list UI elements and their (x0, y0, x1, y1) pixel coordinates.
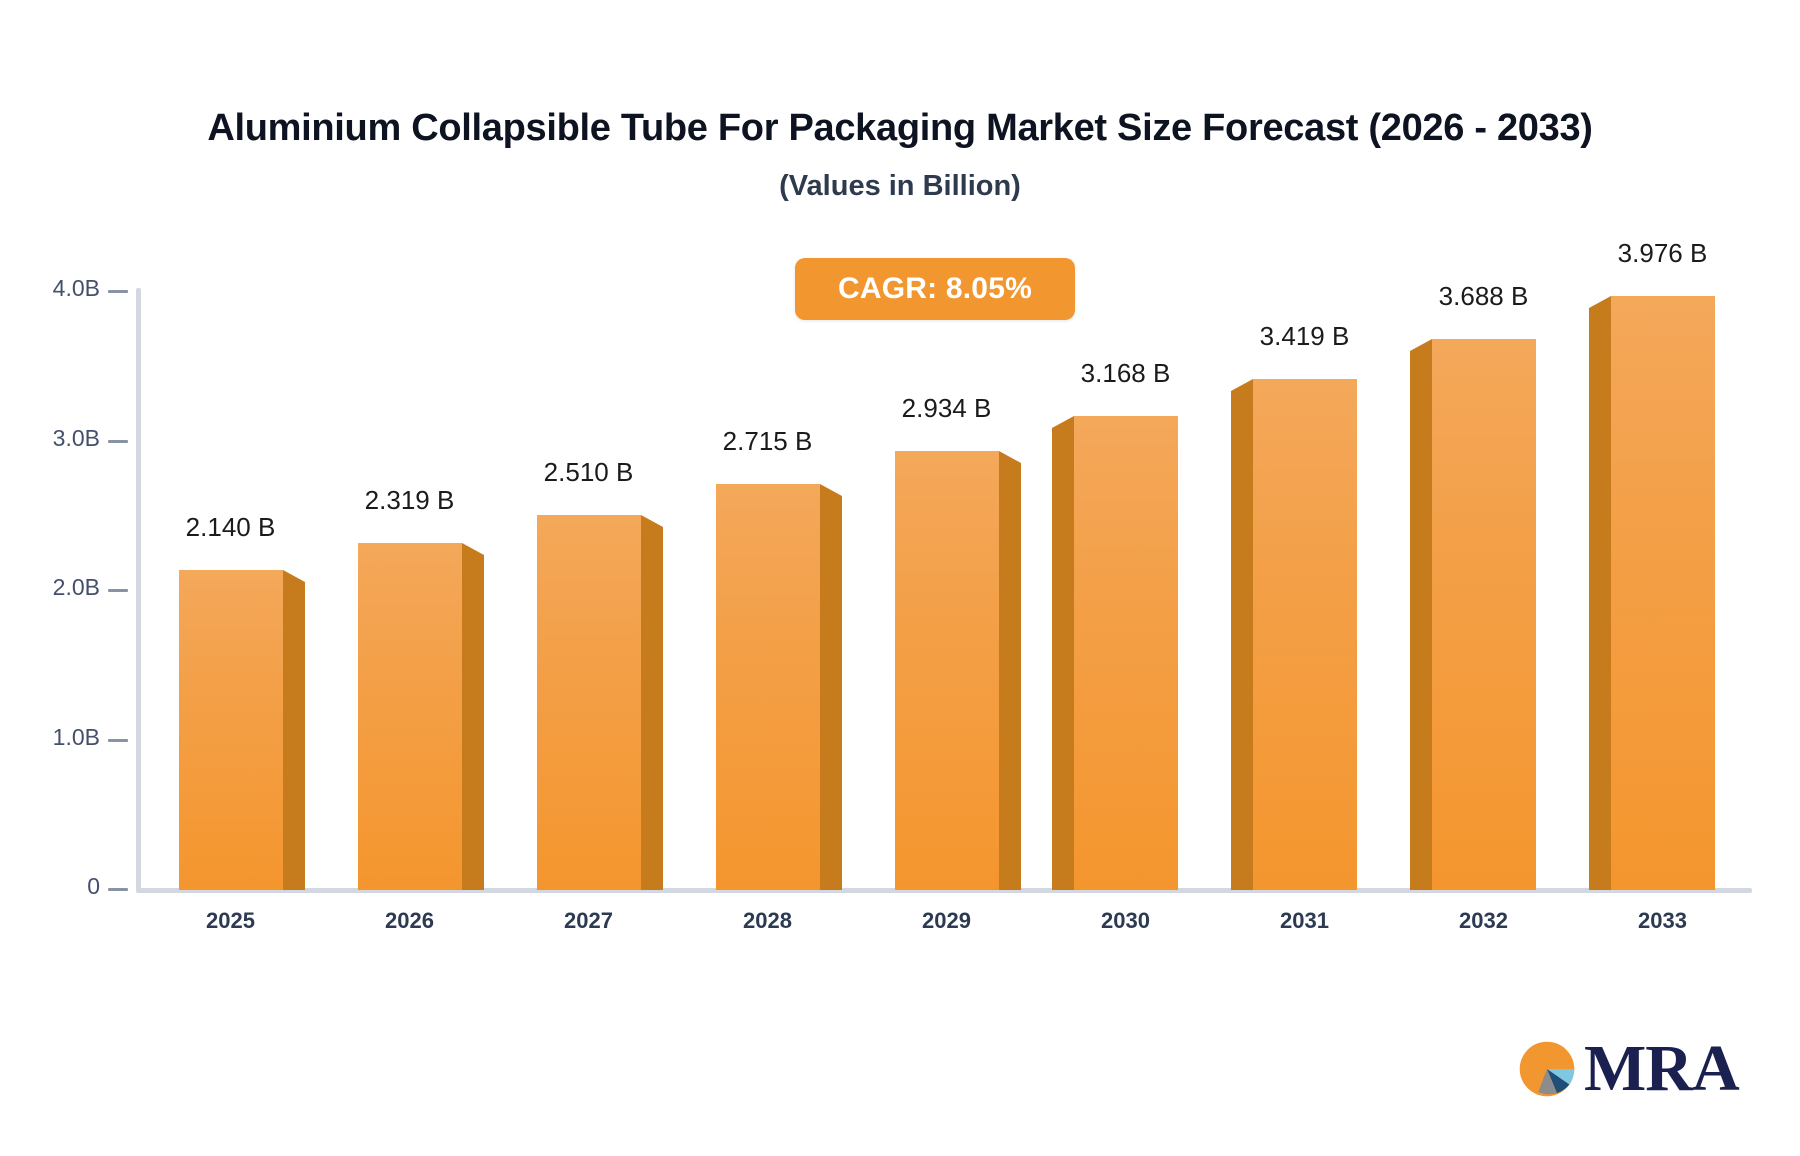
y-axis-line (136, 288, 141, 892)
bar-top-bevel (640, 514, 663, 527)
x-axis-label: 2025 (206, 908, 255, 933)
bar-side-face (1588, 307, 1611, 890)
bar[interactable] (1431, 338, 1536, 890)
bar-value-label: 3.168 B (1080, 358, 1171, 389)
bar[interactable] (178, 570, 283, 890)
bar[interactable] (1252, 378, 1357, 890)
y-axis-tick-label: 4.0B (52, 275, 100, 301)
bar-top-bevel (819, 484, 842, 497)
x-axis-label: 2029 (922, 908, 971, 933)
bar-top-bevel (1051, 416, 1074, 429)
bar-value-label: 3.419 B (1259, 320, 1350, 351)
bar-top-bevel (1230, 378, 1253, 391)
bar-side-face (819, 496, 842, 890)
bar-value-label: 2.140 B (185, 512, 276, 543)
x-axis-label: 2031 (1280, 908, 1329, 933)
bar-top-bevel (282, 570, 305, 583)
y-axis-tick-label: 0 (87, 873, 100, 899)
bar-value-label: 3.976 B (1617, 237, 1708, 268)
y-axis-tick-mark (108, 439, 128, 443)
bar-side-face (1230, 390, 1253, 890)
bar-side-face (282, 582, 305, 890)
bar-top-bevel (461, 543, 484, 556)
bar[interactable] (1073, 416, 1178, 890)
bar-series: 2.140 B 2.319 B 2.510 B 2.715 B 2.934 B 3.168… (141, 0, 1752, 1156)
y-axis-tick-mark (108, 589, 128, 592)
bar[interactable] (1610, 295, 1715, 890)
x-axis-label: 2030 (1101, 908, 1150, 933)
bar[interactable] (357, 543, 462, 890)
bar-value-label: 2.510 B (543, 456, 634, 487)
bar-top-bevel (1588, 295, 1611, 308)
bar-side-face (1409, 350, 1432, 890)
logo-text: MRA (1584, 1032, 1740, 1105)
bar-value-label: 3.688 B (1438, 280, 1529, 311)
x-axis-label: 2026 (385, 908, 434, 933)
bar-side-face (461, 555, 484, 890)
x-axis-label: 2033 (1638, 908, 1687, 933)
x-axis-label: 2027 (564, 908, 613, 933)
x-axis-line (136, 888, 1752, 893)
bar-value-label: 2.934 B (901, 393, 992, 424)
bar-value-label: 2.715 B (722, 426, 813, 457)
bar-side-face (640, 526, 663, 890)
bar-value-label: 2.319 B (364, 485, 455, 516)
y-axis-tick-label: 1.0B (52, 723, 100, 750)
bar-top-bevel (1409, 338, 1432, 351)
bar-side-face (1051, 428, 1074, 890)
bar[interactable] (536, 514, 641, 890)
y-axis-tick-mark (108, 290, 128, 293)
y-axis-tick-mark (108, 738, 128, 742)
title-block: Aluminium Collapsible Tube For Packaging… (0, 107, 1800, 203)
page-title: Aluminium Collapsible Tube For Packaging… (207, 107, 1593, 149)
y-axis-tick-mark (108, 888, 128, 891)
mra-logo: MRA (1516, 1032, 1740, 1105)
pie-chart-icon (1519, 1042, 1575, 1097)
y-axis-tick-label: 2.0B (52, 574, 100, 600)
chart-subtitle: (Values in Billion) (779, 169, 1021, 202)
bar-top-bevel (998, 451, 1021, 464)
bar[interactable] (894, 451, 999, 890)
cagr-badge: CAGR: 8.05% (795, 258, 1075, 320)
bar[interactable] (715, 484, 820, 890)
bar-side-face (998, 463, 1021, 890)
y-axis-tick-label: 3.0B (52, 424, 100, 451)
x-axis-label: 2032 (1459, 908, 1508, 933)
x-axis-label: 2028 (743, 908, 792, 933)
